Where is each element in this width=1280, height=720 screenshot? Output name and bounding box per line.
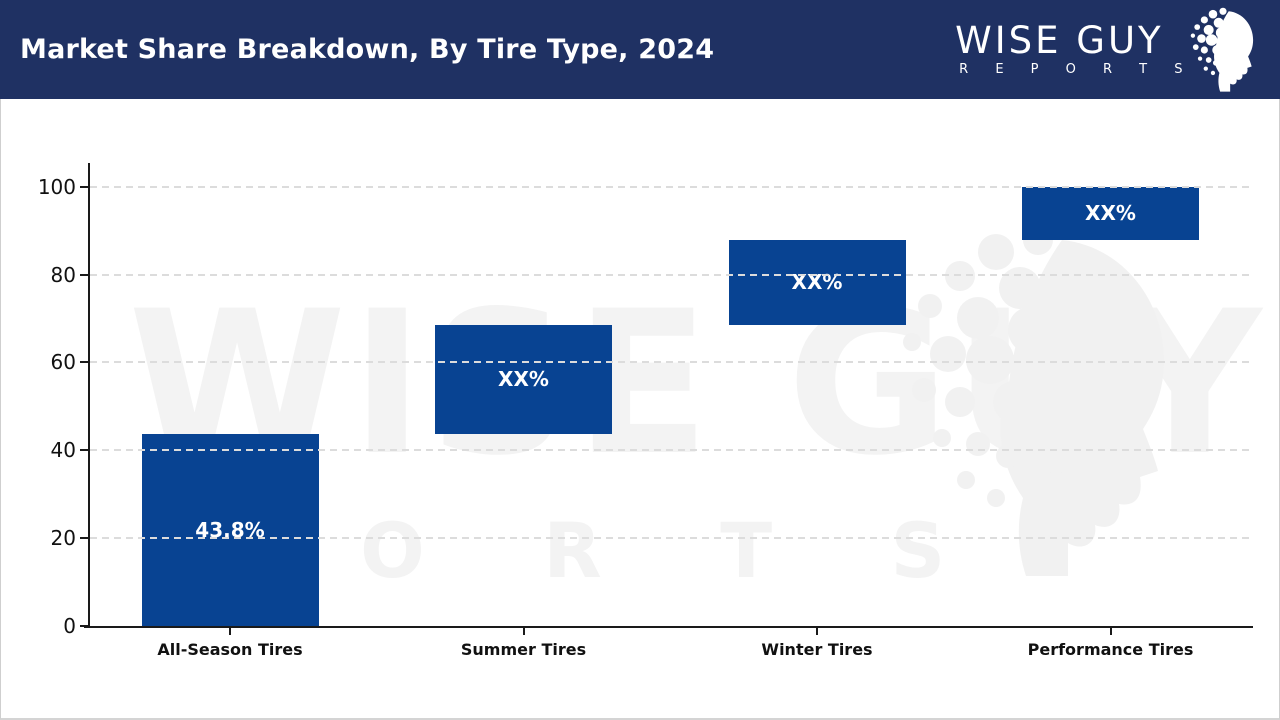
logo-wordmark: WISE GUY bbox=[955, 19, 1164, 62]
head-profile-icon bbox=[1190, 7, 1254, 92]
page-title: Market Share Breakdown, By Tire Type, 20… bbox=[20, 34, 715, 65]
chart-canvas bbox=[0, 99, 1280, 720]
logo-text: WISE GUY R E P O R T S bbox=[955, 22, 1194, 77]
wise-guy-reports-logo: WISE GUY R E P O R T S bbox=[955, 7, 1266, 93]
logo-subtitle: R E P O R T S bbox=[959, 62, 1194, 77]
header-bar: Market Share Breakdown, By Tire Type, 20… bbox=[0, 0, 1280, 99]
